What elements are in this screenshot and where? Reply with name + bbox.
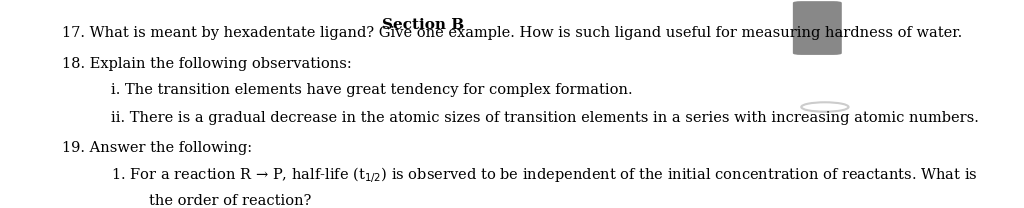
Text: 1. For a reaction R → P, half-life (t$_{1/2}$) is observed to be independent of : 1. For a reaction R → P, half-life (t$_{… bbox=[111, 165, 978, 185]
Text: 17. What is meant by hexadentate ligand? Give one example. How is such ligand us: 17. What is meant by hexadentate ligand?… bbox=[62, 26, 963, 40]
FancyBboxPatch shape bbox=[793, 1, 842, 55]
Text: Section B: Section B bbox=[382, 18, 465, 32]
Text: i. The transition elements have great tendency for complex formation.: i. The transition elements have great te… bbox=[111, 83, 633, 97]
Text: 18. Explain the following observations:: 18. Explain the following observations: bbox=[62, 57, 352, 71]
Text: ii. There is a gradual decrease in the atomic sizes of transition elements in a : ii. There is a gradual decrease in the a… bbox=[111, 111, 979, 125]
Text: the order of reaction?: the order of reaction? bbox=[150, 193, 311, 208]
Text: 19. Answer the following:: 19. Answer the following: bbox=[62, 141, 252, 155]
